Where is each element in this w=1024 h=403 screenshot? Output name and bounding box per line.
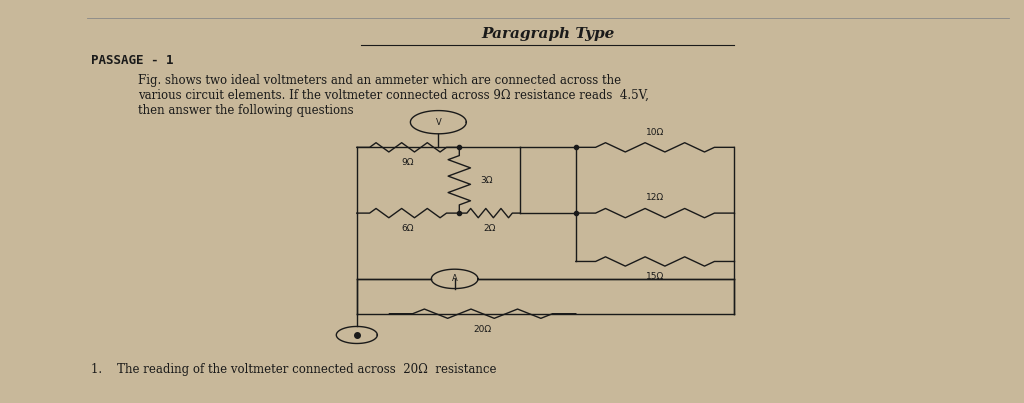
- Text: 1.    The reading of the voltmeter connected across  20Ω  resistance: 1. The reading of the voltmeter connecte…: [91, 363, 497, 376]
- Text: A: A: [452, 274, 458, 283]
- Text: 15Ω: 15Ω: [646, 272, 665, 281]
- Text: 6Ω: 6Ω: [401, 224, 415, 233]
- Text: 2Ω: 2Ω: [483, 224, 496, 233]
- Text: PASSAGE - 1: PASSAGE - 1: [91, 54, 174, 67]
- Text: 12Ω: 12Ω: [646, 193, 665, 202]
- Text: Paragraph Type: Paragraph Type: [481, 27, 614, 42]
- Text: 10Ω: 10Ω: [646, 127, 665, 137]
- Text: 9Ω: 9Ω: [401, 158, 415, 167]
- Text: 20Ω: 20Ω: [473, 324, 492, 334]
- Text: Fig. shows two ideal voltmeters and an ammeter which are connected across the
va: Fig. shows two ideal voltmeters and an a…: [138, 74, 649, 117]
- Text: V: V: [435, 118, 441, 127]
- Text: 3Ω: 3Ω: [480, 176, 493, 185]
